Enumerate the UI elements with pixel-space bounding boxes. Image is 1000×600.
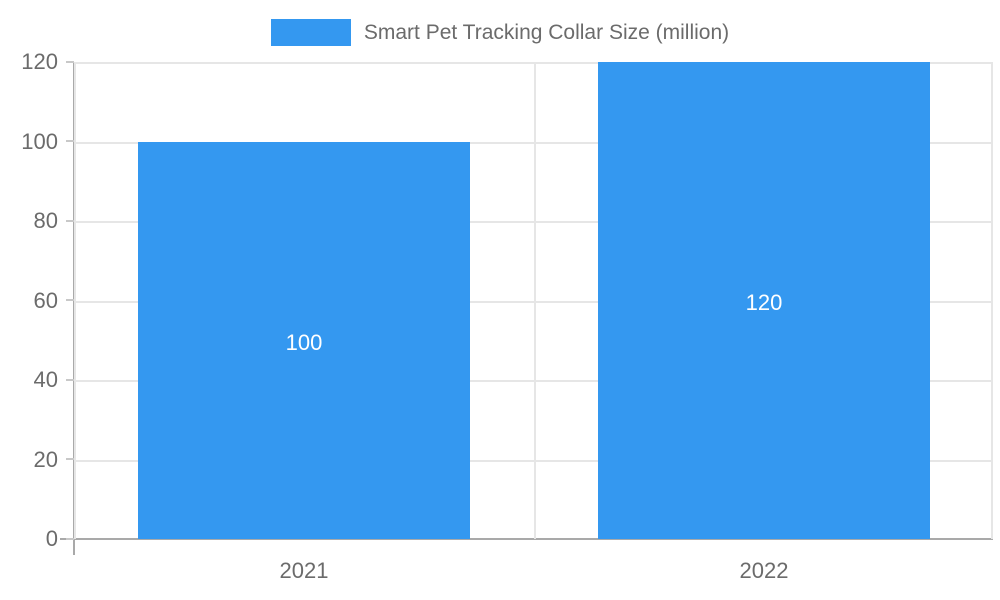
y-tick-mark: [66, 140, 74, 142]
gridline-horizontal: [74, 141, 993, 144]
x-axis-tick-label-2022: 2022: [739, 558, 789, 583]
y-axis-tick-label: 120: [21, 49, 58, 74]
y-tick-mark: [66, 61, 74, 63]
gridline-horizontal: [74, 300, 993, 303]
gridline-horizontal: [74, 459, 993, 462]
gridline-vertical: [74, 62, 76, 539]
y-tick-mark: [66, 538, 74, 540]
x-axis-line: [60, 538, 993, 540]
y-axis-tick-label: 60: [33, 287, 58, 313]
plot-area: 100 120: [74, 62, 993, 539]
y-axis-tick-label: 40: [33, 367, 58, 392]
y-tick-mark: [66, 220, 74, 222]
legend-color-swatch-icon: [270, 18, 351, 46]
bar-2022[interactable]: 120: [598, 62, 930, 539]
legend-label: Smart Pet Tracking Collar Size (million): [363, 20, 730, 44]
y-tick-mark: [66, 299, 74, 301]
y-axis-tick-label: 100: [21, 128, 58, 154]
bar-value-label: 100: [285, 329, 323, 355]
bar-value-label: 120: [745, 290, 783, 315]
legend-entry-smart-pet-tracking-collar-size[interactable]: Smart Pet Tracking Collar Size (million): [270, 18, 730, 46]
gridline-horizontal: [74, 62, 993, 64]
y-tick-mark: [66, 458, 74, 460]
y-axis-tick-label: 80: [33, 208, 58, 233]
gridline-horizontal: [74, 380, 993, 382]
gridline-vertical: [534, 62, 536, 539]
y-axis-tick-label: 20: [33, 446, 58, 472]
y-tick-mark: [66, 379, 74, 381]
y-axis-tick-label: 0: [45, 526, 58, 551]
chart-legend: Smart Pet Tracking Collar Size (million): [0, 14, 1000, 50]
bar-2021[interactable]: 100: [138, 141, 470, 539]
gridline-vertical: [991, 62, 993, 539]
x-axis-tick-label-2021: 2021: [279, 558, 329, 583]
gridline-horizontal: [74, 221, 993, 223]
